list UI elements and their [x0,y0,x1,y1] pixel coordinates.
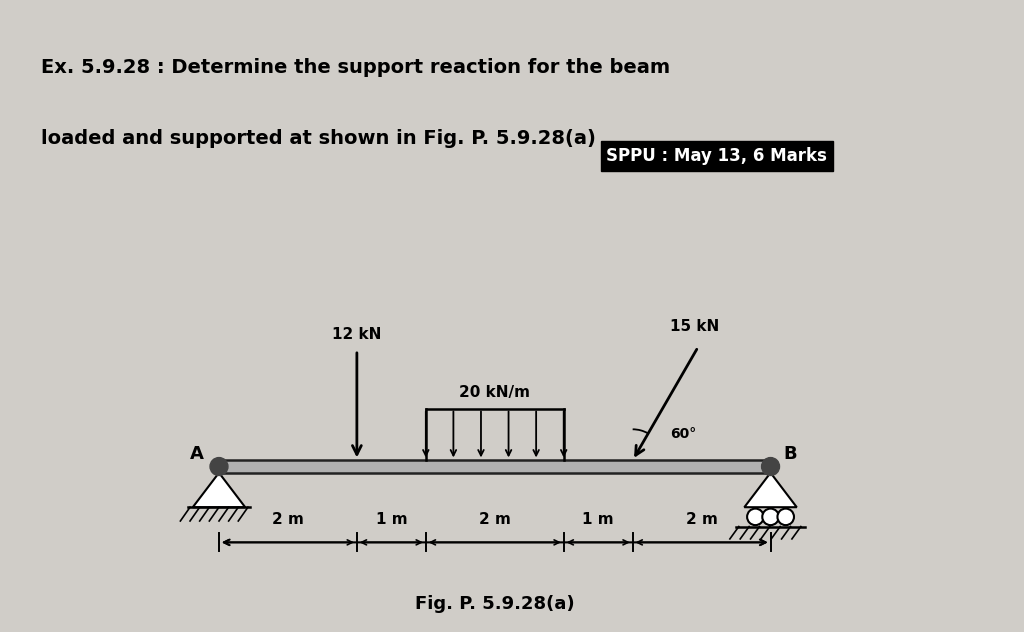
Text: 15 kN: 15 kN [670,319,719,334]
Text: loaded and supported at shown in Fig. P. 5.9.28(a): loaded and supported at shown in Fig. P.… [41,128,596,147]
Circle shape [777,509,794,525]
Circle shape [762,458,779,475]
Polygon shape [193,473,245,507]
Text: SPPU : May 13, 6 Marks: SPPU : May 13, 6 Marks [606,147,827,165]
Text: 12 kN: 12 kN [332,327,382,342]
Circle shape [748,509,764,525]
Text: 2 m: 2 m [272,512,304,527]
Text: A: A [189,445,204,463]
Polygon shape [744,473,797,507]
Text: 2 m: 2 m [686,512,718,527]
Text: 1 m: 1 m [376,512,408,527]
Text: Fig. P. 5.9.28(a): Fig. P. 5.9.28(a) [415,595,574,614]
Text: 20 kN/m: 20 kN/m [459,386,530,400]
Text: 60°: 60° [671,427,696,441]
Circle shape [762,509,779,525]
FancyBboxPatch shape [219,460,770,473]
Text: B: B [783,445,797,463]
Text: 1 m: 1 m [583,512,614,527]
Text: Ex. 5.9.28 : Determine the support reaction for the beam: Ex. 5.9.28 : Determine the support react… [41,58,670,76]
Circle shape [210,458,228,475]
Text: 2 m: 2 m [479,512,511,527]
